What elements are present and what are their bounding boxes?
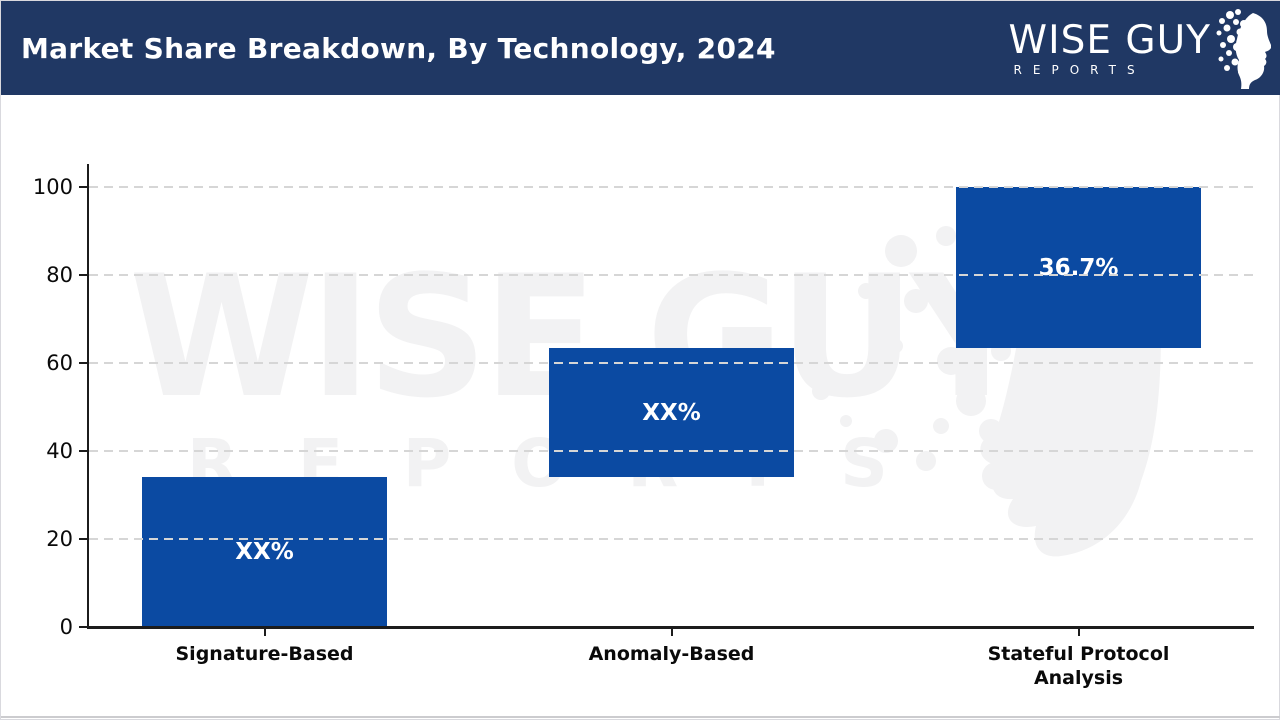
gridline-60 <box>89 362 1253 364</box>
bar-value-label: XX% <box>235 539 294 566</box>
gridline-20 <box>89 538 1253 540</box>
logo-wordmark: WISE GUY <box>1008 18 1211 64</box>
x-axis-line <box>87 626 1254 629</box>
x-tick-mark <box>670 628 673 636</box>
logo-text: WISE GUY REPORTS <box>1008 18 1211 77</box>
y-axis-line <box>87 164 89 628</box>
wiseguy-logo: WISE GUY REPORTS <box>1009 7 1271 91</box>
y-tick-label: 60 <box>46 351 73 375</box>
gridline-100 <box>89 186 1253 188</box>
y-tick-label: 100 <box>32 175 73 199</box>
y-tick-label: 40 <box>46 439 73 463</box>
x-tick-mark <box>1077 628 1080 636</box>
y-tick-mark <box>79 626 87 628</box>
bar-value-label: XX% <box>642 399 701 426</box>
x-category-label: Signature-Based <box>175 643 354 665</box>
bar-signature-based: XX% <box>142 477 387 627</box>
x-tick-mark <box>263 628 266 636</box>
gridline-80 <box>89 274 1253 276</box>
y-tick-label: 0 <box>59 615 73 639</box>
bar-value-label: 36.7% <box>1038 254 1119 281</box>
y-tick-mark <box>79 274 87 276</box>
gridline-40 <box>89 450 1253 452</box>
x-category-label: Stateful Protocol Analysis <box>987 643 1170 689</box>
y-tick-label: 20 <box>46 527 73 551</box>
y-tick-mark <box>79 538 87 540</box>
chart-title: Market Share Breakdown, By Technology, 2… <box>21 31 776 65</box>
logo-subtext: REPORTS <box>1013 62 1146 77</box>
header: Market Share Breakdown, By Technology, 2… <box>1 1 1280 95</box>
logo-head-icon <box>1216 9 1271 89</box>
y-tick-label: 80 <box>46 263 73 287</box>
bottom-rule <box>1 716 1280 718</box>
bar-anomaly-based: XX% <box>549 348 794 478</box>
y-tick-mark <box>79 362 87 364</box>
y-tick-mark <box>79 450 87 452</box>
y-tick-mark <box>79 186 87 188</box>
bar-stateful-protocol-analysis: 36.7% <box>956 187 1201 349</box>
x-category-label: Anomaly-Based <box>588 643 755 665</box>
